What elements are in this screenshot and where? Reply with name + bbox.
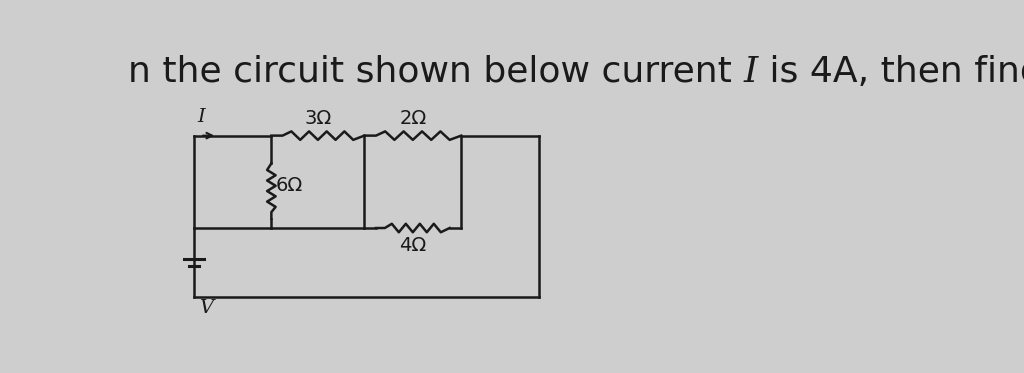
Text: n the circuit shown below current: n the circuit shown below current	[128, 55, 743, 89]
Text: 6Ω: 6Ω	[275, 176, 302, 195]
Text: I: I	[743, 55, 758, 89]
Text: is 4A, then find: is 4A, then find	[758, 55, 1024, 89]
Text: I: I	[197, 109, 205, 126]
Text: 3Ω: 3Ω	[304, 109, 332, 128]
Text: 2Ω: 2Ω	[399, 109, 426, 128]
Text: 4Ω: 4Ω	[399, 236, 426, 255]
Text: V: V	[199, 299, 213, 317]
